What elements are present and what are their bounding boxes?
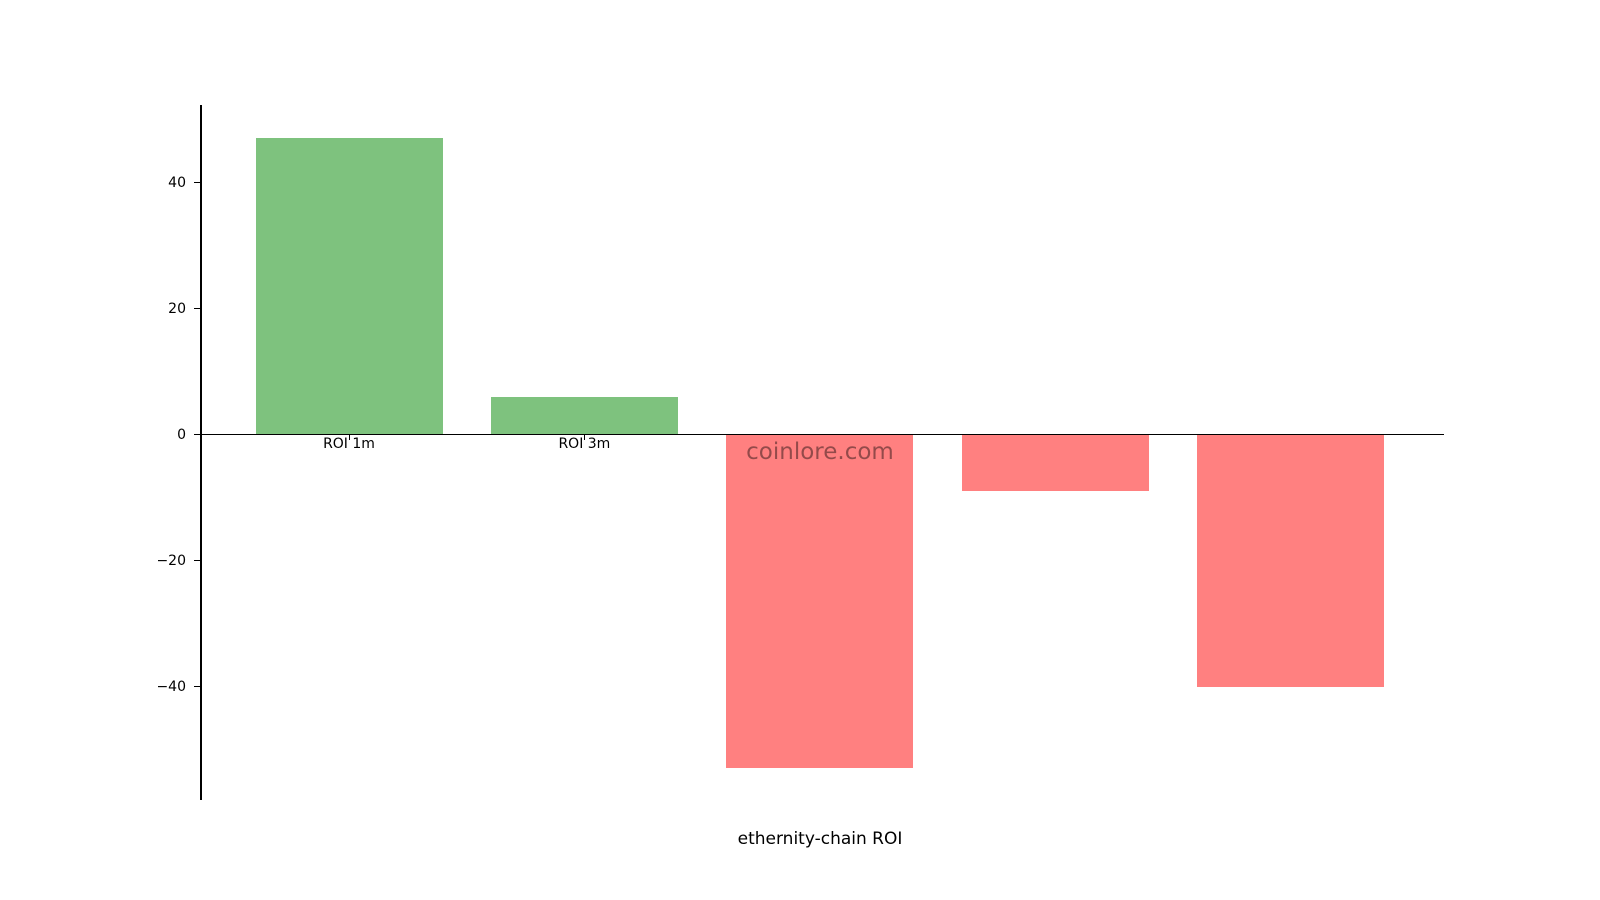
y-tick-label: 20 (168, 300, 186, 317)
y-tick-label: 0 (177, 426, 186, 443)
y-tick-mark (194, 308, 201, 309)
x-tick-label: ROI 1m (323, 436, 375, 452)
bar-2 (490, 396, 678, 435)
y-tick-label: 40 (168, 174, 186, 191)
bar-3 (726, 434, 914, 769)
y-tick-label: −20 (156, 552, 186, 569)
y-axis-spine (200, 105, 202, 800)
bar-1 (255, 138, 443, 435)
y-tick-mark (194, 434, 201, 435)
x-tick-mark (583, 434, 585, 440)
watermark-text: coinlore.com (746, 439, 894, 465)
y-tick-mark (194, 560, 201, 561)
bar-5 (1197, 434, 1385, 687)
x-tick-mark (348, 434, 350, 440)
y-tick-label: −40 (156, 678, 186, 695)
chart-xlabel: ethernity-chain ROI (737, 829, 903, 849)
x-zero-line (200, 433, 1444, 436)
y-tick-mark (194, 182, 201, 183)
x-tick-label: ROI 3m (558, 436, 611, 452)
y-tick-mark (194, 686, 201, 687)
bar-4 (961, 434, 1149, 492)
